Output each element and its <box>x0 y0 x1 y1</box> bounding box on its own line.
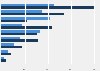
Bar <box>1 13 64 15</box>
Bar <box>1 24 22 26</box>
Bar <box>1 30 40 33</box>
Bar <box>1 10 42 13</box>
Bar <box>1 4 54 6</box>
Bar <box>1 26 52 29</box>
Bar <box>1 50 8 53</box>
Bar <box>1 43 14 46</box>
Bar <box>1 20 27 22</box>
Bar <box>1 46 22 48</box>
Bar <box>1 39 38 42</box>
Bar <box>1 17 50 20</box>
Bar <box>1 57 4 59</box>
Bar <box>1 37 20 39</box>
Bar <box>1 59 6 62</box>
Bar <box>1 6 94 9</box>
Bar <box>1 53 11 55</box>
Bar <box>1 33 37 35</box>
